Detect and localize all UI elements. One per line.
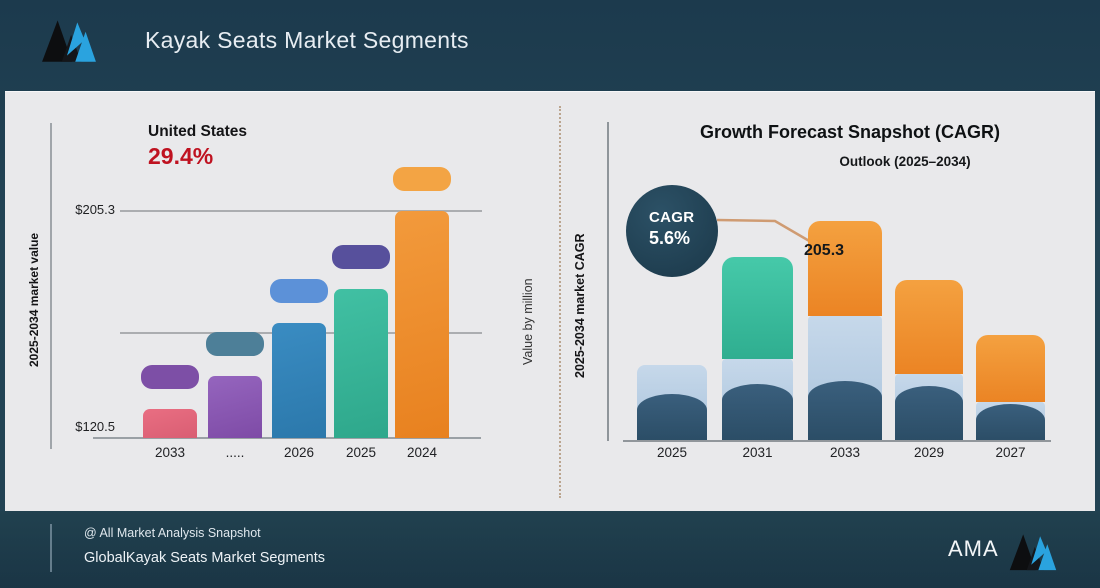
footer-logo-icon xyxy=(1009,534,1057,571)
bar-2033 xyxy=(808,221,882,441)
x-label-2025: 2025 xyxy=(656,445,688,460)
bar-2029-base xyxy=(895,386,963,441)
bar-2029 xyxy=(895,280,963,441)
footer-brand-text: AMA xyxy=(948,536,999,561)
bar-2031-top xyxy=(722,257,793,359)
highlight-percentage: 29.4% xyxy=(148,143,214,169)
x-label-2027: 2027 xyxy=(995,445,1026,460)
bar-2027 xyxy=(976,335,1045,441)
x-label-.....: ..... xyxy=(225,445,245,460)
footer: @ All Market Analysis Snapshot GlobalKay… xyxy=(0,511,1100,588)
bar-2033 xyxy=(143,409,197,438)
footer-rule xyxy=(50,524,52,572)
right-x-axis xyxy=(623,440,1051,442)
gridline-205 xyxy=(120,210,482,212)
y-tick-120: $120.5 xyxy=(75,419,115,434)
bar-2031-base xyxy=(722,384,793,441)
region-label: United States xyxy=(148,123,248,140)
ama-logo-icon xyxy=(42,20,96,62)
panel-divider xyxy=(559,106,561,498)
cagr-badge-value: 5.6% xyxy=(649,228,691,248)
y-tick-205: $205.3 xyxy=(75,202,115,217)
bar-value-annotation: 205.3 xyxy=(804,242,845,259)
bar-2025 xyxy=(637,365,707,441)
bar-cap-..... xyxy=(206,332,264,356)
right-chart-title: Growth Forecast Snapshot (CAGR) xyxy=(699,122,1000,142)
left-x-axis xyxy=(93,437,481,439)
bar-2033-base xyxy=(808,381,882,441)
bar-2029-top xyxy=(895,280,963,374)
cagr-badge: CAGR 5.6% xyxy=(626,185,718,277)
bar-2027-top xyxy=(976,335,1045,402)
bar-cap-2025 xyxy=(332,245,390,269)
x-label-2033: 2033 xyxy=(154,445,186,460)
bar-2025 xyxy=(334,289,388,438)
x-label-2024: 2024 xyxy=(406,445,438,460)
x-label-2025: 2025 xyxy=(345,445,377,460)
bar-cap-2024 xyxy=(393,167,451,191)
x-label-2029: 2029 xyxy=(913,445,945,460)
bar-2026 xyxy=(272,323,326,438)
x-label-2033: 2033 xyxy=(829,445,861,460)
header: Kayak Seats Market Segments xyxy=(0,0,1100,91)
charts-panel: 2025-2034 market value United States 29.… xyxy=(5,91,1095,512)
left-y-axis xyxy=(50,123,52,449)
left-y-axis-title: 2025-2034 market value xyxy=(27,232,41,368)
footer-note: @ All Market Analysis Snapshot xyxy=(84,526,261,540)
right-y-axis xyxy=(607,122,609,441)
cagr-badge-label: CAGR xyxy=(649,209,695,226)
bar-2024 xyxy=(395,211,449,438)
bar-2025-base xyxy=(637,394,707,441)
x-label-2031: 2031 xyxy=(742,445,773,460)
right-chart-subtitle: Outlook (2025–2034) xyxy=(839,154,971,169)
footer-source: GlobalKayak Seats Market Segments xyxy=(84,550,325,566)
bar-2031 xyxy=(722,257,793,441)
bar-..... xyxy=(208,376,262,438)
page-title: Kayak Seats Market Segments xyxy=(145,27,469,53)
bar-cap-2033 xyxy=(141,365,199,389)
bar-2033-top xyxy=(808,221,882,316)
x-label-2026: 2026 xyxy=(283,445,315,460)
right-y-axis-title: 2025-2034 market CAGR xyxy=(573,233,587,379)
bar-cap-2026 xyxy=(270,279,328,303)
bar-2027-base xyxy=(976,404,1045,441)
value-by-million-label: Value by million xyxy=(521,278,535,366)
